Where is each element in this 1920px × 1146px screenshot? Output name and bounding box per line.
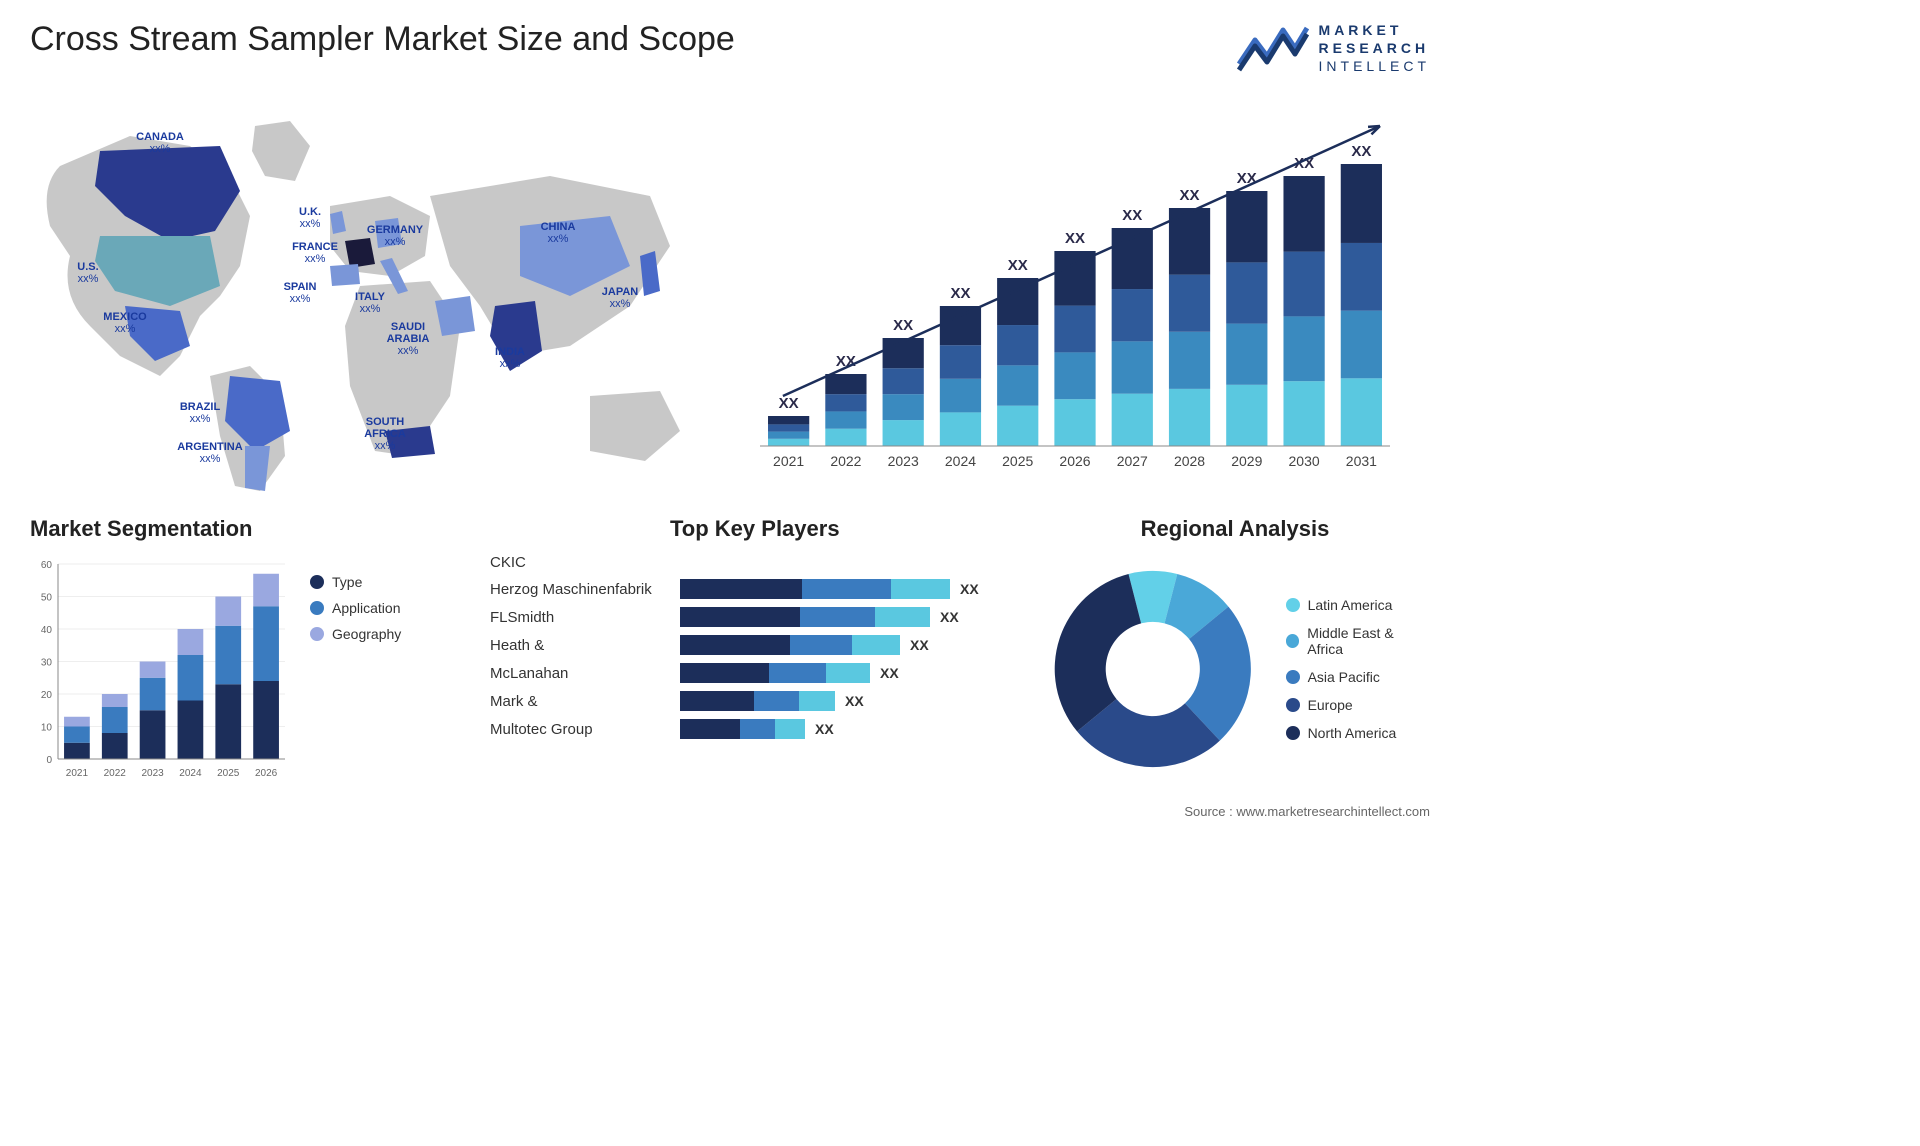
svg-text:2029: 2029 (1231, 453, 1262, 469)
key-players-rows: CKIC Herzog MaschinenfabrikXX FLSmidthXX He… (490, 554, 1010, 739)
svg-text:2023: 2023 (141, 768, 164, 779)
legend-item: Europe (1286, 697, 1430, 713)
growth-chart-svg: XX 2021 XX 2022 XX 2023 XX 2024 XX 2025 XX 2026 XX 20… (750, 106, 1410, 486)
logo-line1: MARKET (1319, 21, 1430, 39)
svg-text:30: 30 (41, 658, 53, 669)
legend-item: Middle East & Africa (1286, 625, 1430, 657)
svg-text:0: 0 (46, 755, 52, 766)
map-label: INDIAxx% (495, 346, 525, 370)
regional-legend: Latin America Middle East & Africa Asia Pa… (1286, 597, 1430, 741)
key-players-section: Top Key Players CKIC Herzog Maschinenfabr… (490, 516, 1010, 784)
map-label: ARGENTINAxx% (177, 441, 242, 465)
svg-text:60: 60 (41, 560, 53, 571)
svg-text:2024: 2024 (179, 768, 202, 779)
map-label: GERMANYxx% (367, 224, 423, 248)
svg-text:XX: XX (1008, 257, 1028, 274)
map-label: FRANCExx% (292, 241, 338, 265)
svg-text:2022: 2022 (830, 453, 861, 469)
key-player-row: CKIC (490, 554, 1010, 571)
legend-item: Type (310, 574, 401, 590)
key-player-row: Heath &XX (490, 635, 1010, 655)
growth-chart-block: XX 2021 XX 2022 XX 2023 XX 2024 XX 2025 XX 2026 XX 20… (750, 96, 1430, 476)
logo-line2: RESEARCH (1319, 39, 1430, 57)
svg-text:XX: XX (1180, 187, 1200, 204)
world-map-block: CANADAxx% U.S.xx% MEXICOxx% BRAZILxx% ARGENT… (30, 96, 710, 496)
svg-text:2026: 2026 (1059, 453, 1090, 469)
segmentation-legend: Type Application Geography (310, 574, 401, 784)
legend-item: North America (1286, 725, 1430, 741)
map-label: BRAZILxx% (180, 401, 220, 425)
segmentation-chart-svg: 0 10 20 30 40 50 60 2021 2022 2023 2024 2025 2026 (30, 554, 290, 784)
map-label: SPAINxx% (284, 281, 317, 305)
svg-text:2024: 2024 (945, 453, 976, 469)
svg-text:2022: 2022 (104, 768, 127, 779)
key-players-title: Top Key Players (670, 516, 1010, 542)
page-title: Cross Stream Sampler Market Size and Sco… (30, 20, 735, 59)
legend-item: Asia Pacific (1286, 669, 1430, 685)
key-player-row: Mark &XX (490, 691, 1010, 711)
legend-item: Application (310, 600, 401, 616)
key-player-row: Multotec GroupXX (490, 719, 1010, 739)
svg-text:40: 40 (41, 625, 53, 636)
map-label: CHINAxx% (541, 221, 576, 245)
svg-text:2027: 2027 (1117, 453, 1148, 469)
source-attribution: Source : www.marketresearchintellect.com (30, 804, 1430, 819)
svg-text:50: 50 (41, 593, 53, 604)
map-label: SOUTHAFRICAxx% (364, 416, 406, 452)
key-player-row: McLanahanXX (490, 663, 1010, 683)
svg-text:2028: 2028 (1174, 453, 1205, 469)
brand-logo: MARKET RESEARCH INTELLECT (1237, 20, 1430, 76)
svg-text:XX: XX (893, 317, 913, 334)
svg-text:2026: 2026 (255, 768, 278, 779)
map-label: U.K.xx% (299, 206, 321, 230)
svg-text:XX: XX (779, 395, 799, 412)
logo-mark-icon (1237, 20, 1309, 76)
segmentation-title: Market Segmentation (30, 516, 460, 542)
svg-text:10: 10 (41, 723, 53, 734)
map-label: U.S.xx% (77, 261, 98, 285)
regional-section: Regional Analysis Latin America Middle Ea… (1040, 516, 1430, 784)
svg-text:2021: 2021 (773, 453, 804, 469)
svg-text:XX: XX (950, 285, 970, 302)
map-label: SAUDIARABIAxx% (387, 321, 430, 357)
svg-text:2025: 2025 (1002, 453, 1033, 469)
svg-text:XX: XX (1351, 143, 1371, 160)
key-player-row: FLSmidthXX (490, 607, 1010, 627)
svg-text:XX: XX (1237, 170, 1257, 187)
segmentation-section: Market Segmentation 0 10 20 30 40 50 60 2021 202… (30, 516, 460, 784)
map-label: JAPANxx% (602, 286, 638, 310)
regional-donut-svg (1040, 554, 1266, 784)
svg-text:20: 20 (41, 690, 53, 701)
svg-text:2025: 2025 (217, 768, 240, 779)
svg-text:2023: 2023 (888, 453, 919, 469)
svg-text:2021: 2021 (66, 768, 89, 779)
regional-title: Regional Analysis (1040, 516, 1430, 542)
map-label: ITALYxx% (355, 291, 385, 315)
legend-item: Latin America (1286, 597, 1430, 613)
svg-text:XX: XX (1065, 230, 1085, 247)
svg-text:2031: 2031 (1346, 453, 1377, 469)
map-label: MEXICOxx% (103, 311, 146, 335)
svg-text:XX: XX (1122, 207, 1142, 224)
svg-text:2030: 2030 (1289, 453, 1320, 469)
legend-item: Geography (310, 626, 401, 642)
logo-line3: INTELLECT (1319, 57, 1430, 75)
map-label: CANADAxx% (136, 131, 184, 155)
key-player-row: Herzog MaschinenfabrikXX (490, 579, 1010, 599)
